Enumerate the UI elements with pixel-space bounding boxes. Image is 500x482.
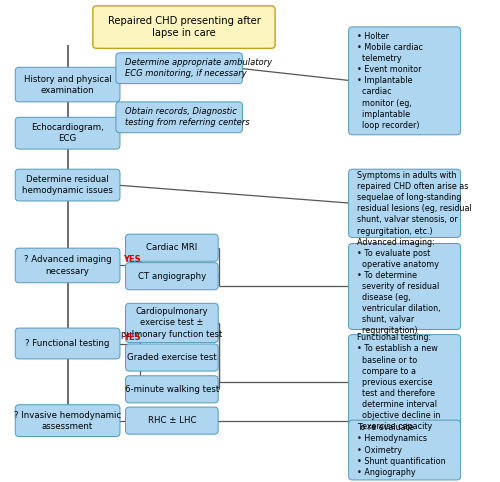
FancyBboxPatch shape [93,6,275,48]
FancyBboxPatch shape [348,27,461,135]
FancyBboxPatch shape [126,234,218,261]
FancyBboxPatch shape [15,169,120,201]
Text: ? Advanced imaging
necessary: ? Advanced imaging necessary [24,255,112,276]
FancyBboxPatch shape [116,102,242,133]
Text: Obtain records, Diagnostic
testing from referring centers: Obtain records, Diagnostic testing from … [124,107,249,127]
Text: Symptoms in adults with
repaired CHD often arise as
sequelae of long-standing
re: Symptoms in adults with repaired CHD oft… [358,171,472,236]
Text: Cardiac MRI: Cardiac MRI [146,243,198,252]
FancyBboxPatch shape [116,53,242,84]
FancyBboxPatch shape [126,407,218,434]
Text: Cardiopulmonary
exercise test ±
pulmonary function test: Cardiopulmonary exercise test ± pulmonar… [121,308,222,338]
Text: Determine residual
hemodynamic issues: Determine residual hemodynamic issues [22,175,113,195]
FancyBboxPatch shape [348,335,461,430]
FancyBboxPatch shape [15,328,120,359]
FancyBboxPatch shape [126,263,218,290]
Text: YES: YES [124,333,141,342]
FancyBboxPatch shape [348,169,461,238]
FancyBboxPatch shape [348,243,461,330]
FancyBboxPatch shape [15,405,120,437]
Text: Graded exercise test: Graded exercise test [127,353,216,362]
FancyBboxPatch shape [126,344,218,371]
Text: • Holter
• Mobile cardiac
  telemetry
• Event monitor
• Implantable
  cardiac
  : • Holter • Mobile cardiac telemetry • Ev… [358,32,424,130]
FancyBboxPatch shape [15,117,120,149]
Text: 6-minute walking test: 6-minute walking test [124,385,219,394]
Text: ? Invasive hemodynamic
assessment: ? Invasive hemodynamic assessment [14,411,121,431]
FancyBboxPatch shape [15,67,120,102]
Text: YES: YES [124,254,141,264]
Text: RHC ± LHC: RHC ± LHC [148,416,196,425]
Text: History and physical
examination: History and physical examination [24,75,112,94]
Text: CT angiography: CT angiography [138,272,206,281]
Text: Advanced imaging:
• To evaluate post
  operative anatomy
• To determine
  severi: Advanced imaging: • To evaluate post ope… [358,238,441,335]
FancyBboxPatch shape [15,248,120,283]
Text: Determine appropriate ambulatory
ECG monitoring, if necessary: Determine appropriate ambulatory ECG mon… [124,58,272,78]
FancyBboxPatch shape [126,376,218,403]
Text: Functional testing:
• To establish a new
  baseline or to
  compare to a
  previ: Functional testing: • To establish a new… [358,334,440,431]
Text: Echocardiogram,
ECG: Echocardiogram, ECG [31,123,104,143]
FancyBboxPatch shape [348,420,461,480]
Text: Repaired CHD presenting after
lapse in care: Repaired CHD presenting after lapse in c… [108,16,260,38]
Text: ? Functional testing: ? Functional testing [26,339,110,348]
FancyBboxPatch shape [126,303,218,343]
Text: To re evaluate
• Hemodynamics
• Oximetry
• Shunt quantification
• Angiography: To re evaluate • Hemodynamics • Oximetry… [358,423,446,477]
